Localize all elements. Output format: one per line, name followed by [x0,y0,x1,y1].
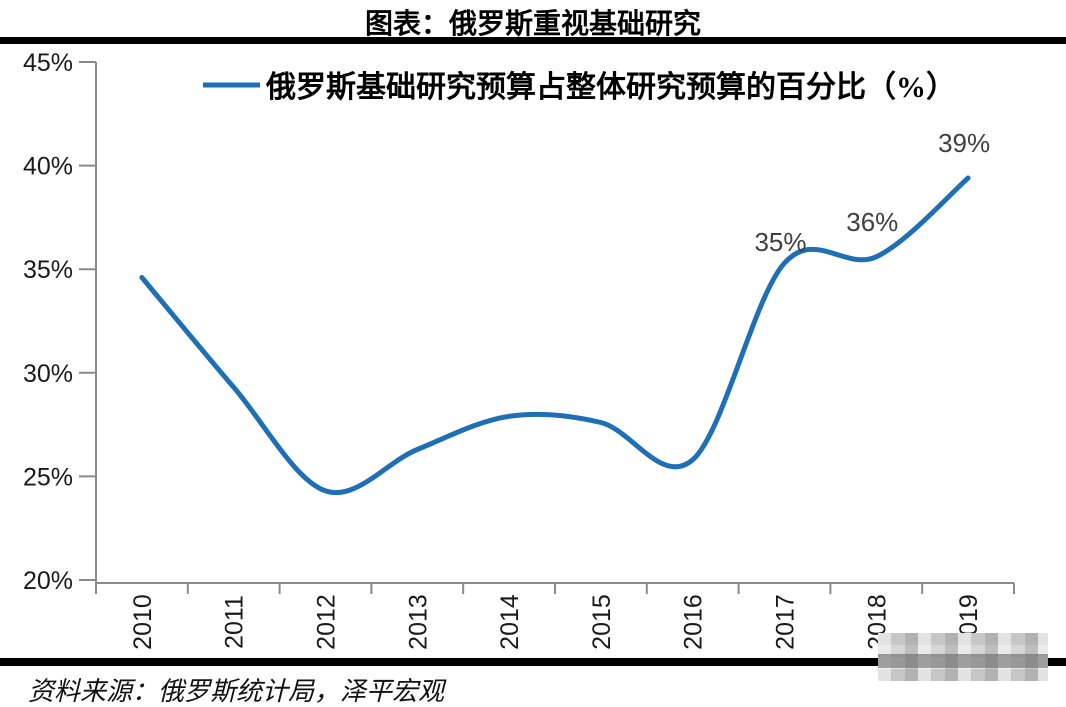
x-tick-label: 2013 [404,594,432,650]
x-tick-label: 2011 [221,595,249,649]
legend-label: 俄罗斯基础研究预算占整体研究预算的百分比（%） [265,70,956,104]
y-tick-label: 20% [23,567,73,595]
source-note: 资料来源：俄罗斯统计局，泽平宏观 [28,677,445,706]
x-tick-label: 2016 [680,594,708,650]
watermark-mosaic [878,633,1048,681]
x-tick-label: 2012 [313,594,341,650]
y-tick-label: 25% [23,463,73,491]
series-line [139,175,971,496]
y-tick-label: 35% [23,256,73,284]
bottom-rule [0,658,1066,666]
data-label: 39% [938,128,990,158]
page-title: 图表：俄罗斯重视基础研究 [364,9,701,40]
y-tick-label: 40% [23,153,73,181]
line-chart: 俄罗斯基础研究预算占整体研究预算的百分比（%） 45% 40% 35% 30% 25% 2… [23,49,1015,650]
x-tick-label: 2014 [496,594,524,650]
data-label: 35% [754,227,806,257]
top-rule [0,37,1066,44]
x-tick-label: 2010 [129,594,157,650]
x-tick-label: 2017 [772,594,800,650]
y-tick-label: 30% [23,360,73,388]
y-tick-label: 45% [23,49,73,77]
data-label: 36% [846,207,898,237]
x-tick-label: 2015 [588,594,616,650]
